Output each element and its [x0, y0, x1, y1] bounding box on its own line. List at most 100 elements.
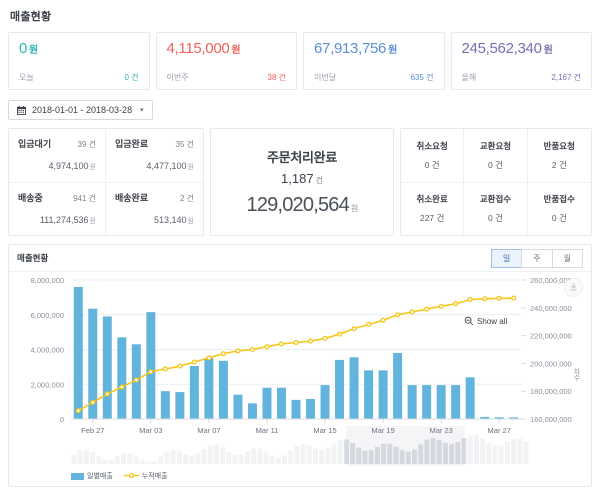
kpi-card-this-year[interactable]: 245,562,340 원 올해 2,167 건	[450, 32, 592, 90]
legend-label: 일별매출	[87, 473, 113, 480]
claim-name: 취소요청	[416, 140, 448, 151]
kpi-amount-value: 67,913,756	[314, 40, 387, 57]
kpi-card-this-month[interactable]: 67,913,756 원 이번달 635 건	[303, 32, 445, 90]
legend-swatch-bar	[71, 472, 84, 480]
date-range-value: 2018-01-01 - 2018-03-28	[32, 105, 133, 115]
claim-cell-exchange-received[interactable]: 교환접수 0 건	[464, 182, 528, 235]
claim-cell-cancel-complete[interactable]: 취소완료 227 건	[401, 182, 465, 235]
status-cell-payment-waiting[interactable]: 입금대기 39 건 4,974,100원	[9, 129, 106, 183]
order-complete-count: 1,187 건	[281, 171, 323, 186]
svg-text:Mar 19: Mar 19	[371, 426, 394, 435]
kpi-count: 38 건	[267, 73, 286, 82]
status-count: 2 건	[179, 193, 194, 203]
svg-text:220,000,000: 220,000,000	[530, 332, 572, 341]
kpi-amount-unit: 원	[231, 45, 241, 56]
sales-chart-card: 매출현황 일 주 월 0 2,000,000 4,000,000 6,000,000 8…	[8, 244, 592, 487]
kpi-amount-unit: 원	[388, 45, 397, 56]
legend-label: 누적매출	[141, 473, 168, 480]
claim-name: 반품요청	[543, 140, 575, 151]
claim-count: 2 건	[551, 159, 567, 170]
status-cell-head: 입금대기 39 건	[18, 137, 96, 150]
legend-item-daily-sales[interactable]: 일별매출	[71, 471, 113, 481]
kpi-amount-unit: 원	[29, 45, 38, 56]
kpi-foot: 이번주 38 건	[167, 72, 287, 83]
claim-cell-exchange-request[interactable]: 교환요청 0 건	[464, 129, 528, 183]
svg-text:Feb 27: Feb 27	[81, 426, 104, 435]
svg-text:260,000,000: 260,000,000	[530, 276, 572, 285]
right-axis-title: 차수	[573, 368, 580, 380]
chart-legend: 일별매출 누적매출	[71, 471, 168, 481]
status-cell-head: 입금완료 35 건	[115, 137, 194, 150]
status-cell-shipping-complete[interactable]: 배송완료 2 건 513,140원	[106, 183, 203, 236]
chart-plot-area[interactable]: 0 2,000,000 4,000,000 6,000,000 8,000,000 160…	[9, 272, 591, 487]
chart-svg: 0 2,000,000 4,000,000 6,000,000 8,000,000 160…	[31, 276, 572, 466]
status-row: 입금대기 39 건 4,974,100원 입금완료 35 건 4,477,100…	[8, 128, 592, 236]
kpi-foot: 오늘 0 건	[19, 72, 139, 83]
svg-text:180,000,000: 180,000,000	[530, 387, 572, 396]
claim-name: 교환요청	[479, 140, 512, 151]
legend-swatch-line	[123, 472, 139, 481]
kpi-label: 이번달	[314, 73, 337, 82]
claim-cell-cancel-request[interactable]: 취소요청 0 건	[401, 129, 465, 183]
status-cell-shipping[interactable]: 배송중 941 건 111,274,536원	[9, 182, 106, 235]
kpi-amount: 245,562,340 원	[462, 41, 582, 56]
status-name: 배송중	[18, 192, 43, 203]
status-amount: 4,477,100원	[115, 161, 195, 172]
kpi-amount-value: 4,115,000	[166, 40, 230, 57]
svg-text:4,000,000: 4,000,000	[31, 346, 64, 355]
status-name: 배송완료	[115, 192, 149, 203]
legend-item-cumulative-sales[interactable]: 누적매출	[123, 471, 168, 481]
order-complete-amount: 129,020,564 원	[246, 194, 359, 217]
kpi-label: 이번주	[166, 73, 189, 82]
chart-title: 매출현황	[17, 253, 49, 263]
claim-cell-return-request[interactable]: 반품요청 2 건	[527, 129, 591, 183]
kpi-amount-unit: 원	[543, 45, 553, 56]
status-name: 입금대기	[18, 139, 52, 149]
claim-name: 교환접수	[479, 194, 512, 205]
status-amount-value: 111,274,536	[39, 214, 89, 225]
status-amount: 513,140원	[115, 215, 194, 226]
status-count: 39 건	[77, 140, 96, 149]
status-count: 35 건	[175, 140, 194, 149]
chevron-down-icon: ▾	[140, 107, 144, 114]
show-all-button[interactable]: Show all	[464, 316, 507, 326]
claim-name: 반품접수	[543, 194, 575, 205]
status-name: 입금완료	[115, 139, 149, 149]
date-picker-row: 2018-01-01 - 2018-03-28 ▾	[8, 100, 592, 120]
order-status-panel: 입금대기 39 건 4,974,100원 입금완료 35 건 4,477,100…	[8, 128, 204, 236]
kpi-amount: 4,115,000 원	[167, 41, 287, 56]
status-count: 941 건	[73, 193, 96, 203]
svg-text:240,000,000: 240,000,000	[530, 304, 572, 313]
page-title: 매출현황	[10, 11, 52, 23]
svg-text:Mar 07: Mar 07	[197, 426, 220, 435]
order-complete-amount-value: 129,020,564	[246, 194, 350, 216]
show-all-label: Show all	[477, 316, 508, 326]
svg-text:200,000,000: 200,000,000	[530, 359, 572, 368]
svg-text:Mar 23: Mar 23	[429, 426, 452, 435]
status-cell-payment-complete[interactable]: 입금완료 35 건 4,477,100원	[106, 129, 203, 183]
claim-cell-return-received[interactable]: 반품접수 0 건	[528, 183, 591, 236]
range-toggle-month[interactable]: 월	[551, 248, 583, 268]
download-icon[interactable]	[564, 278, 583, 297]
range-toggle-week[interactable]: 주	[521, 248, 552, 268]
range-toggle-day[interactable]: 일	[490, 248, 522, 268]
claim-count: 0 건	[488, 159, 503, 170]
kpi-count: 0 건	[124, 73, 139, 82]
order-complete-amount-unit: 원	[350, 204, 358, 213]
kpi-card-this-week[interactable]: 4,115,000 원 이번주 38 건	[155, 32, 297, 90]
claim-count: 0 건	[551, 213, 567, 224]
kpi-foot: 올해 2,167 건	[462, 72, 582, 83]
kpi-count: 635 건	[410, 73, 434, 82]
status-amount-unit: 원	[187, 217, 194, 225]
status-amount-unit: 원	[187, 164, 194, 171]
status-amount-unit: 원	[89, 217, 96, 225]
svg-text:6,000,000: 6,000,000	[31, 311, 64, 320]
claim-count: 227 건	[419, 213, 445, 224]
claims-panel: 취소요청 0 건 교환요청 0 건 반품요청 2 건 취소완료 227 건 교환…	[400, 128, 592, 236]
date-range-picker[interactable]: 2018-01-01 - 2018-03-28 ▾	[8, 100, 153, 120]
kpi-amount-value: 245,562,340	[461, 40, 542, 57]
order-complete-title: 주문처리완료	[267, 150, 337, 165]
svg-text:Mar 11: Mar 11	[256, 426, 279, 435]
chart-header: 매출현황 일 주 월	[9, 245, 591, 272]
